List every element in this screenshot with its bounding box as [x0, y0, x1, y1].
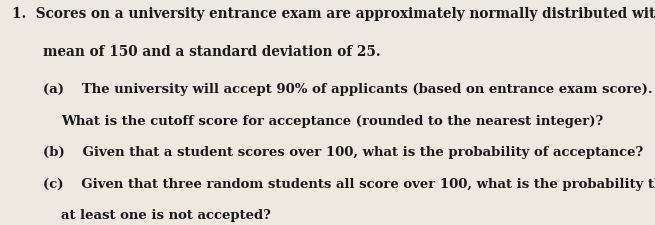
Text: What is the cutoff score for acceptance (rounded to the nearest integer)?: What is the cutoff score for acceptance …: [61, 115, 603, 128]
Text: 1.  Scores on a university entrance exam are approximately normally distributed : 1. Scores on a university entrance exam …: [12, 7, 655, 21]
Text: (c)  Given that three random students all score over 100, what is the probabilit: (c) Given that three random students all…: [43, 178, 655, 191]
Text: at least one is not accepted?: at least one is not accepted?: [61, 209, 271, 222]
Text: (b)  Given that a student scores over 100, what is the probability of acceptance: (b) Given that a student scores over 100…: [43, 146, 643, 159]
Text: (a)  The university will accept 90% of applicants (based on entrance exam score): (a) The university will accept 90% of ap…: [43, 83, 652, 96]
Text: mean of 150 and a standard deviation of 25.: mean of 150 and a standard deviation of …: [43, 45, 380, 59]
